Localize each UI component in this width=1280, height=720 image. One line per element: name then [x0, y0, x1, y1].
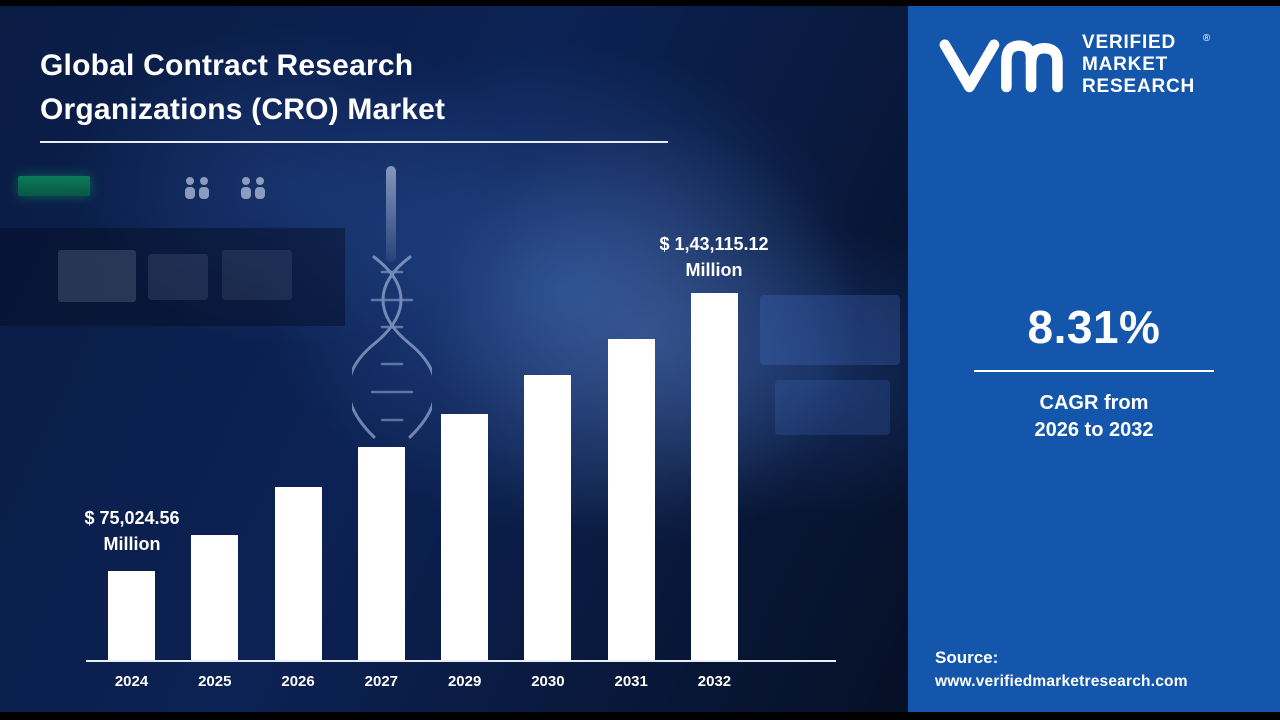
registered-trademark: ® [1202, 33, 1212, 44]
bar-2026 [274, 487, 322, 660]
x-label-2026: 2026 [281, 673, 315, 690]
bar-2030 [524, 375, 572, 660]
x-label-2024: 2024 [114, 673, 149, 690]
dropper-decor [386, 166, 396, 262]
monitor-decor [58, 250, 136, 302]
dna-helix-icon [352, 255, 432, 439]
title-underline [40, 141, 668, 143]
page-title-line1: Global Contract Research [40, 49, 414, 82]
cagr-value: 8.31% [1027, 301, 1161, 353]
people-icon [185, 177, 265, 199]
page-title-line2: Organizations (CRO) Market [40, 93, 446, 126]
first-bar-value-label: $ 75,024.56 Million [36, 505, 228, 557]
x-label-2029: 2029 [447, 673, 482, 690]
x-label-2025: 2025 [198, 673, 232, 690]
bar-2029 [441, 414, 489, 660]
monitor-decor [148, 254, 208, 300]
bottom-black-border [0, 712, 1280, 720]
bar-2032 [690, 293, 738, 660]
bar-2024 [108, 571, 155, 660]
monitor-decor [222, 250, 292, 300]
brand-name-line1: VERIFIED [1082, 32, 1177, 53]
bar-2031 [607, 339, 655, 660]
cagr-block: 8.31% CAGR from 2026 to 2032 [908, 300, 1280, 444]
first-bar-value-line2: Million [103, 534, 161, 554]
cagr-underline [974, 370, 1214, 372]
x-axis-line [86, 660, 836, 662]
source-label: Source: [935, 648, 999, 667]
photo-panel-decor [775, 380, 890, 435]
x-labels-row: 2024 2025 2026 2027 2029 2030 2031 2032 [86, 673, 836, 690]
brand-name-line3: RESEARCH [1082, 76, 1196, 97]
brand-name: VERIFIED MARKET RESEARCH ® [1082, 32, 1210, 98]
last-bar-value-line2: Million [685, 260, 743, 280]
last-bar-value-line1: $ 1,43,115.12 [659, 234, 769, 254]
bar-chart: 2024 2025 2026 2027 2029 2030 2031 2032 [86, 278, 836, 690]
right-info-panel: VERIFIED MARKET RESEARCH ® 8.31% CAGR fr… [908, 0, 1280, 720]
brand-name-line2: MARKET [1082, 54, 1169, 75]
top-black-border [0, 0, 1280, 6]
x-label-2030: 2030 [531, 673, 565, 690]
bars-row [86, 278, 836, 660]
x-label-2027: 2027 [364, 673, 399, 690]
bar-2027 [357, 447, 405, 660]
page-title: Global Contract Research Organizations (… [40, 44, 445, 132]
vmr-monogram-icon [939, 39, 1063, 93]
first-bar-value-line1: $ 75,024.56 [84, 508, 180, 528]
cagr-label: CAGR from 2026 to 2032 [908, 390, 1280, 444]
cagr-label-line2: 2026 to 2032 [1034, 419, 1154, 441]
photo-panel-decor [760, 295, 900, 365]
source-url[interactable]: www.verifiedmarketresearch.com [935, 673, 1188, 690]
source-block: Source: www.verifiedmarketresearch.com [935, 646, 1188, 694]
cagr-label-line1: CAGR from [1039, 392, 1149, 414]
last-bar-value-label: $ 1,43,115.12 Million [618, 231, 810, 283]
bar-2025 [191, 535, 239, 660]
background-shelf-decor [0, 228, 345, 326]
x-label-2031: 2031 [614, 673, 648, 690]
x-label-2032: 2032 [697, 673, 732, 690]
brand-logo: VERIFIED MARKET RESEARCH ® [936, 32, 1210, 98]
green-scoreboard-decor [18, 176, 90, 196]
